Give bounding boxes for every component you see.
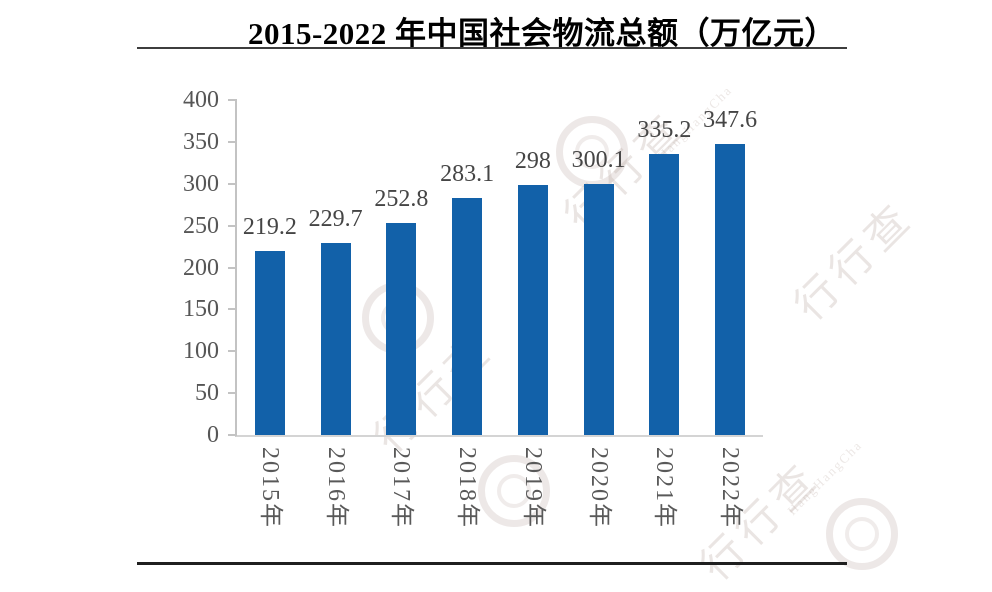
y-axis-tick (228, 392, 237, 395)
watermark-logo-icon (826, 498, 898, 570)
y-axis-tick (228, 99, 237, 101)
y-axis-tick (228, 224, 237, 227)
data-label: 347.6 (703, 106, 758, 133)
bar-2018年 (452, 197, 483, 435)
bar-2015年 (254, 251, 285, 435)
y-axis-tick-label: 0 (207, 422, 219, 448)
data-label: 252.8 (374, 186, 429, 213)
data-label: 219.2 (242, 214, 297, 241)
plot-area: 0 50 100 150 200 250 300 350 400 219.2 2015年 229.7 2… (183, 87, 763, 529)
watermark-brand-text: 行行查 (786, 193, 924, 330)
data-label: 298 (514, 148, 551, 175)
bar-2017年 (386, 223, 417, 435)
y-axis-tick-label: 100 (183, 338, 219, 365)
y-axis-tick-label: 150 (183, 296, 219, 323)
x-axis-label: 2016年 (322, 447, 349, 529)
y-axis-tick (228, 434, 237, 436)
x-axis-label: 2017年 (388, 447, 415, 529)
bar-2016年 (320, 242, 351, 435)
x-axis-label: 2018年 (454, 447, 481, 529)
y-axis-tick-label: 400 (183, 87, 219, 113)
chart-title: 2015-2022 年中国社会物流总额（万亿元） (247, 16, 837, 51)
y-axis-tick-label: 350 (183, 128, 219, 155)
title-underline (137, 47, 847, 49)
x-axis-label: 2015年 (256, 447, 283, 529)
y-axis-tick (228, 350, 237, 353)
x-axis-label: 2021年 (651, 447, 678, 529)
y-axis-tick-label: 300 (183, 170, 219, 197)
bar-2022年 (715, 143, 746, 435)
x-axis-label: 2022年 (717, 447, 744, 529)
data-label: 335.2 (637, 117, 692, 144)
watermark-brand-text: 行行查 (692, 453, 830, 590)
y-axis-tick-label: 250 (183, 212, 219, 239)
data-label: 300.1 (571, 146, 626, 173)
y-axis-tick-label: 200 (183, 254, 219, 281)
bar-2019年 (517, 185, 548, 435)
bar-2021年 (649, 154, 680, 435)
x-axis-label: 2019年 (519, 447, 546, 529)
y-axis-tick (228, 266, 237, 269)
data-label: 229.7 (308, 205, 363, 232)
watermark-latin-text: HangHangCha (784, 437, 866, 518)
bar-2020年 (583, 183, 614, 435)
footer-rule (137, 562, 847, 565)
data-label: 283.1 (440, 160, 495, 187)
y-axis-tick (228, 182, 237, 185)
x-axis-label: 2020年 (585, 447, 612, 529)
y-axis-tick (228, 308, 237, 311)
y-axis-tick-label: 50 (195, 380, 219, 407)
y-axis-tick (228, 140, 237, 143)
